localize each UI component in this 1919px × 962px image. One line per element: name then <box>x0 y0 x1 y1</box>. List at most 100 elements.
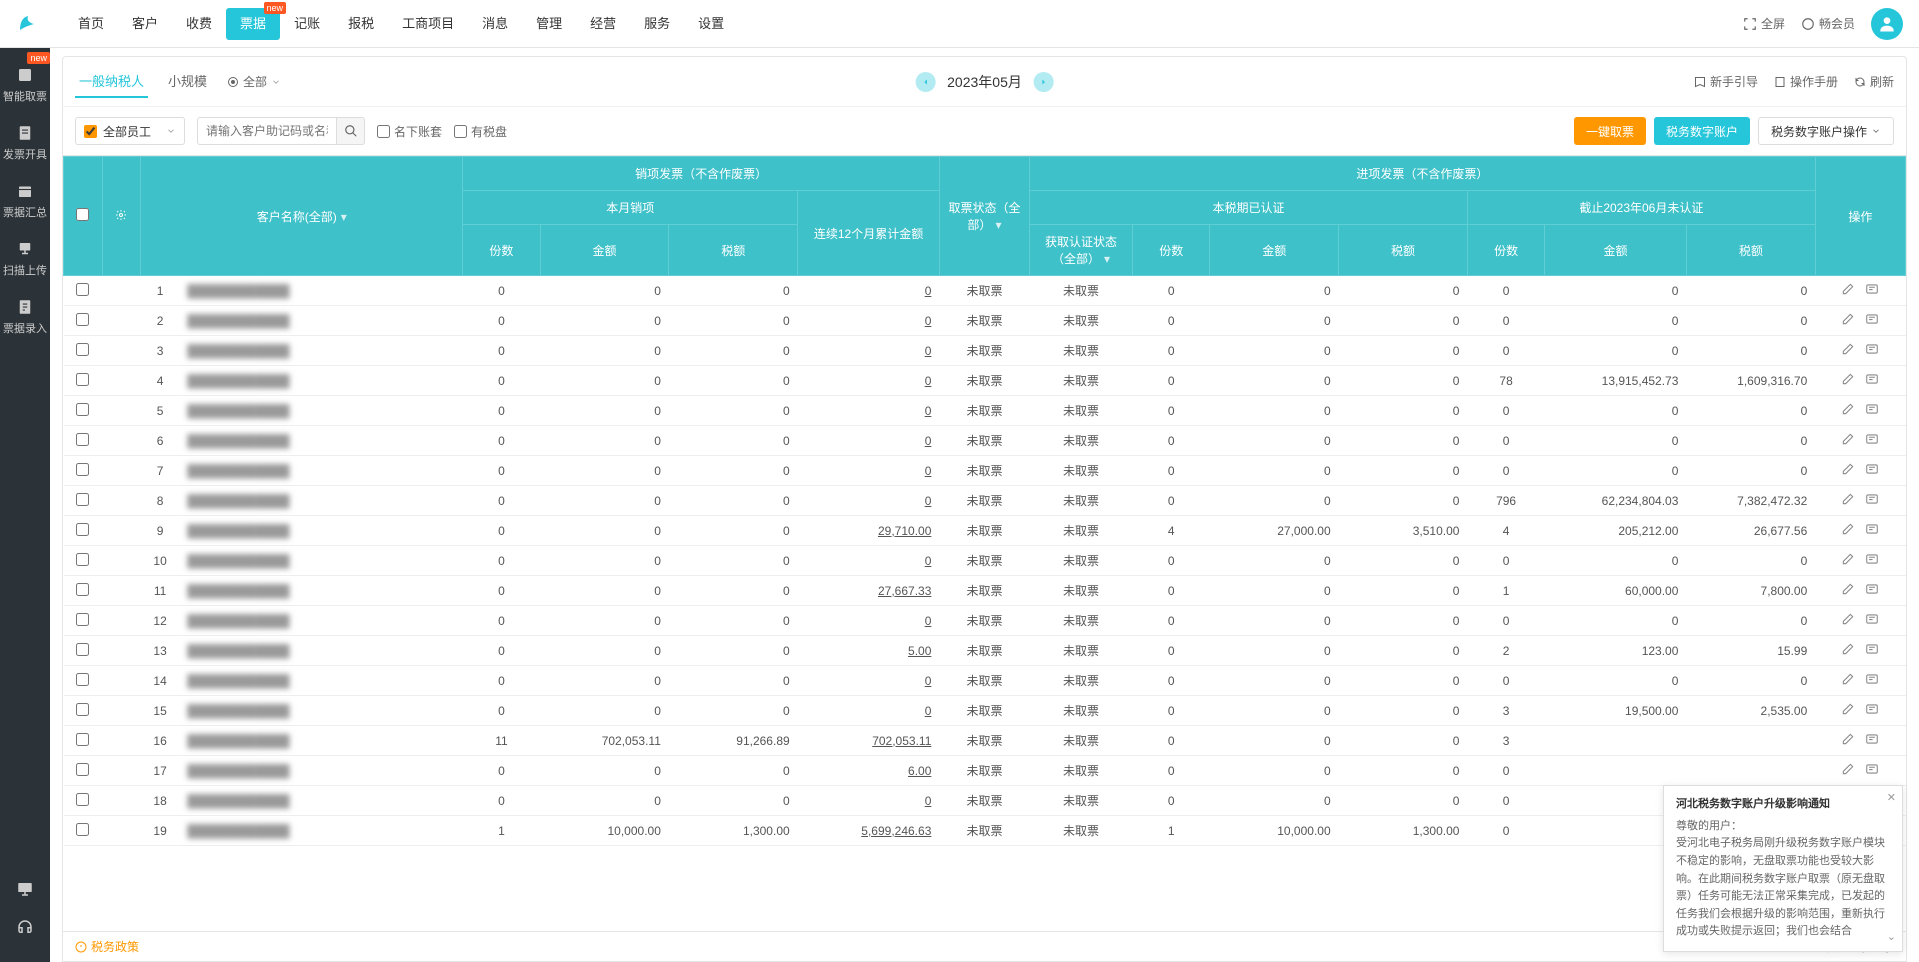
nav-item-10[interactable]: 服务 <box>630 8 684 40</box>
detail-icon[interactable] <box>1865 612 1879 629</box>
edit-icon[interactable] <box>1841 762 1855 779</box>
policy-link[interactable]: 税务政策 <box>75 938 139 955</box>
notif-expand[interactable]: ⌄ <box>1887 929 1896 947</box>
customer-name[interactable]: ████████████ <box>179 426 462 456</box>
tab-0[interactable]: 一般纳税人 <box>75 65 148 98</box>
th-cert-status[interactable]: 获取认证状态（全部）▾ <box>1030 225 1133 276</box>
sidebar-item-2[interactable]: 票据汇总 <box>0 172 50 230</box>
edit-icon[interactable] <box>1841 642 1855 659</box>
row-checkbox[interactable] <box>76 553 89 566</box>
customer-name[interactable]: ████████████ <box>179 636 462 666</box>
edit-icon[interactable] <box>1841 732 1855 749</box>
detail-icon[interactable] <box>1865 312 1879 329</box>
edit-icon[interactable] <box>1841 282 1855 299</box>
nav-item-3[interactable]: 票据new <box>226 8 280 40</box>
search-button[interactable] <box>337 117 365 145</box>
edit-icon[interactable] <box>1841 582 1855 599</box>
guide-link[interactable]: 新手引导 <box>1694 73 1758 90</box>
nav-item-11[interactable]: 设置 <box>684 8 738 40</box>
detail-icon[interactable] <box>1865 582 1879 599</box>
row-checkbox[interactable] <box>76 463 89 476</box>
edit-icon[interactable] <box>1841 492 1855 509</box>
sidebar-item-1[interactable]: 发票开具 <box>0 114 50 172</box>
customer-name[interactable]: ████████████ <box>179 486 462 516</box>
customer-name[interactable]: ████████████ <box>179 576 462 606</box>
tax-ops-button[interactable]: 税务数字账户操作 <box>1758 117 1894 145</box>
row-checkbox[interactable] <box>76 673 89 686</box>
customer-name[interactable]: ████████████ <box>179 786 462 816</box>
customer-name[interactable]: ████████████ <box>179 666 462 696</box>
sidebar-headset-icon[interactable] <box>0 908 50 946</box>
customer-name[interactable]: ████████████ <box>179 336 462 366</box>
notif-close[interactable]: ✕ <box>1887 790 1896 808</box>
detail-icon[interactable] <box>1865 372 1879 389</box>
employee-select[interactable]: 全部员工 <box>75 117 185 145</box>
manual-link[interactable]: 操作手册 <box>1774 73 1838 90</box>
detail-icon[interactable] <box>1865 552 1879 569</box>
has-disk-checkbox[interactable]: 有税盘 <box>454 123 507 140</box>
row-checkbox[interactable] <box>76 373 89 386</box>
customer-name[interactable]: ████████████ <box>179 276 462 306</box>
edit-icon[interactable] <box>1841 522 1855 539</box>
detail-icon[interactable] <box>1865 342 1879 359</box>
detail-icon[interactable] <box>1865 672 1879 689</box>
refresh-link[interactable]: 刷新 <box>1854 73 1894 90</box>
search-input[interactable] <box>197 117 337 145</box>
row-checkbox[interactable] <box>76 433 89 446</box>
select-all-checkbox[interactable] <box>76 208 89 221</box>
customer-name[interactable]: ████████████ <box>179 516 462 546</box>
customer-name[interactable]: ████████████ <box>179 396 462 426</box>
edit-icon[interactable] <box>1841 552 1855 569</box>
sidebar-item-4[interactable]: 票据录入 <box>0 288 50 346</box>
detail-icon[interactable] <box>1865 732 1879 749</box>
edit-icon[interactable] <box>1841 432 1855 449</box>
nav-item-6[interactable]: 工商项目 <box>388 8 468 40</box>
edit-icon[interactable] <box>1841 312 1855 329</box>
nav-item-1[interactable]: 客户 <box>118 8 172 40</box>
tab-all[interactable]: 全部 <box>227 73 281 90</box>
customer-name[interactable]: ████████████ <box>179 816 462 846</box>
row-checkbox[interactable] <box>76 283 89 296</box>
row-checkbox[interactable] <box>76 733 89 746</box>
detail-icon[interactable] <box>1865 492 1879 509</box>
customer-name[interactable]: ████████████ <box>179 696 462 726</box>
edit-icon[interactable] <box>1841 672 1855 689</box>
row-checkbox[interactable] <box>76 763 89 776</box>
row-checkbox[interactable] <box>76 343 89 356</box>
row-checkbox[interactable] <box>76 643 89 656</box>
sidebar-item-0[interactable]: 智能取票 <box>0 56 50 114</box>
customer-name[interactable]: ████████████ <box>179 456 462 486</box>
nav-item-2[interactable]: 收费 <box>172 8 226 40</box>
edit-icon[interactable] <box>1841 462 1855 479</box>
detail-icon[interactable] <box>1865 402 1879 419</box>
edit-icon[interactable] <box>1841 402 1855 419</box>
customer-name[interactable]: ████████████ <box>179 726 462 756</box>
row-checkbox[interactable] <box>76 493 89 506</box>
th-customer[interactable]: 客户名称(全部)▾ <box>141 157 463 276</box>
detail-icon[interactable] <box>1865 432 1879 449</box>
detail-icon[interactable] <box>1865 522 1879 539</box>
row-checkbox[interactable] <box>76 703 89 716</box>
fetch-button[interactable]: 一键取票 <box>1574 117 1646 145</box>
detail-icon[interactable] <box>1865 642 1879 659</box>
avatar[interactable] <box>1871 8 1903 40</box>
row-checkbox[interactable] <box>76 403 89 416</box>
member-button[interactable]: 畅会员 <box>1801 15 1855 32</box>
edit-icon[interactable] <box>1841 372 1855 389</box>
customer-name[interactable]: ████████████ <box>179 306 462 336</box>
nav-item-4[interactable]: 记账 <box>280 8 334 40</box>
edit-icon[interactable] <box>1841 702 1855 719</box>
detail-icon[interactable] <box>1865 282 1879 299</box>
name-account-checkbox[interactable]: 名下账套 <box>377 123 442 140</box>
detail-icon[interactable] <box>1865 762 1879 779</box>
month-next[interactable] <box>1034 72 1054 92</box>
row-checkbox[interactable] <box>76 823 89 836</box>
sidebar-item-3[interactable]: 扫描上传 <box>0 230 50 288</box>
detail-icon[interactable] <box>1865 702 1879 719</box>
gear-icon[interactable] <box>115 209 127 221</box>
nav-item-0[interactable]: 首页 <box>64 8 118 40</box>
customer-name[interactable]: ████████████ <box>179 546 462 576</box>
customer-name[interactable]: ████████████ <box>179 756 462 786</box>
fullscreen-button[interactable]: 全屏 <box>1743 15 1785 32</box>
tax-account-button[interactable]: 税务数字账户 <box>1654 117 1750 145</box>
